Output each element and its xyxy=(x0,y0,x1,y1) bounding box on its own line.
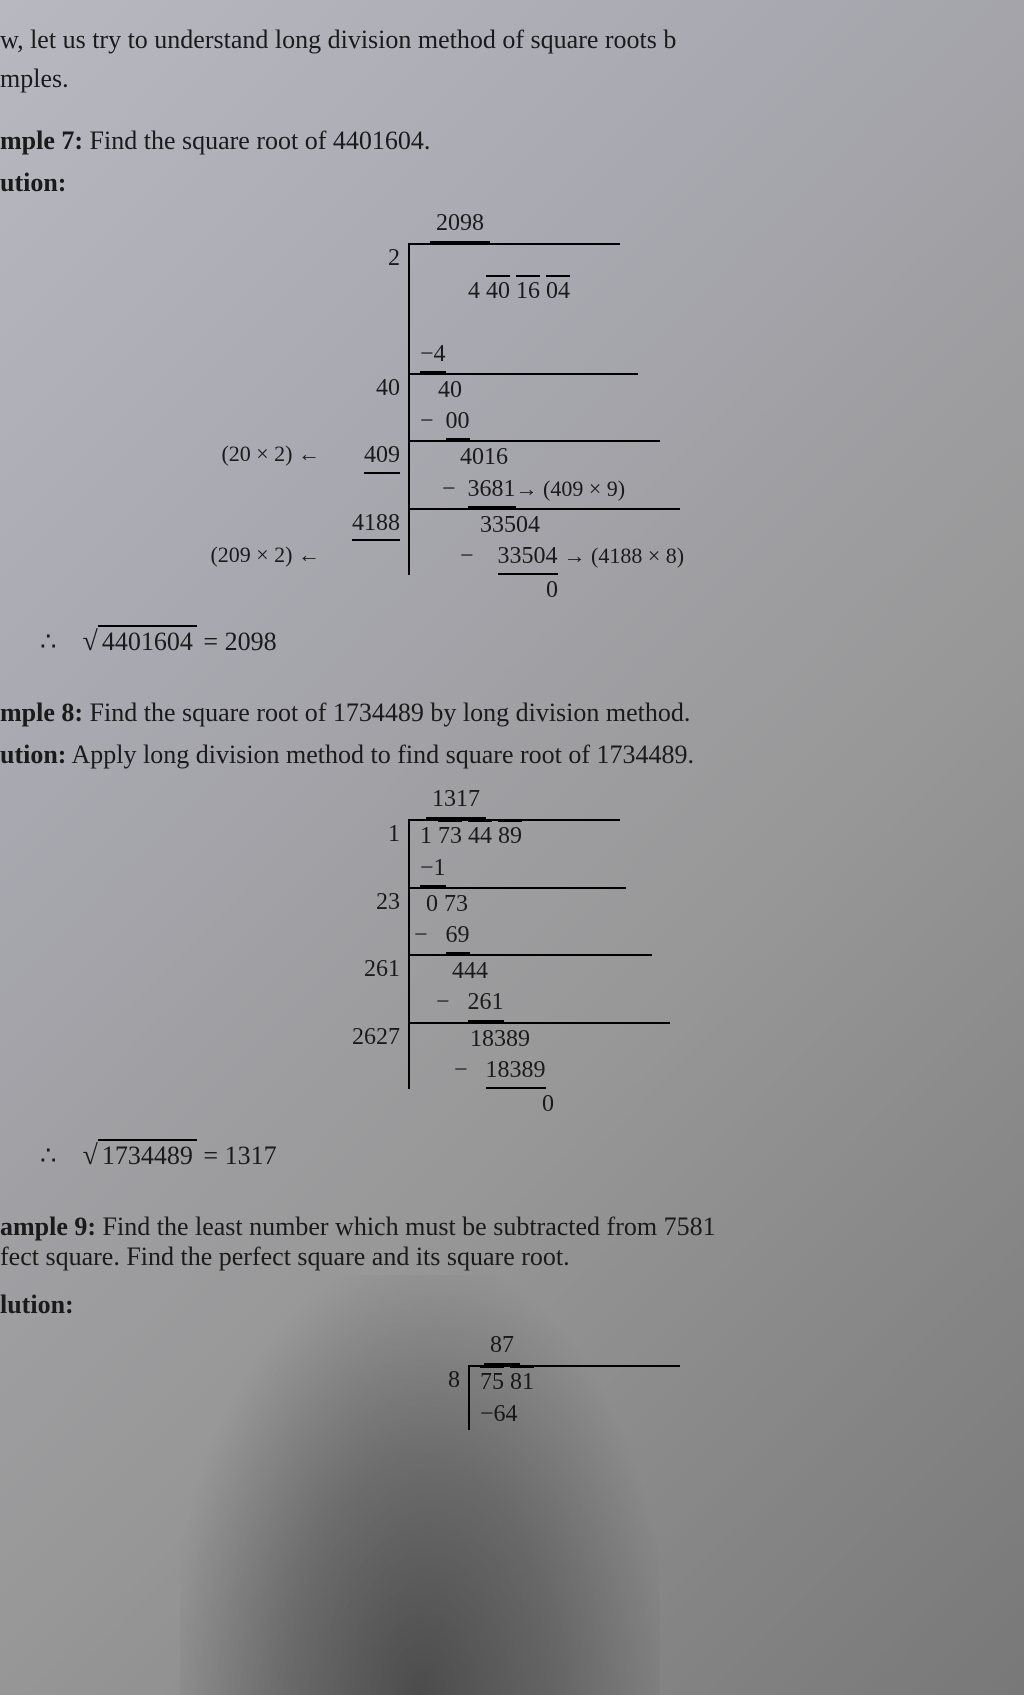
ex9-div1: 8 xyxy=(390,1365,468,1396)
ex7-sub1: −4 xyxy=(420,339,446,373)
ex9-title-text: Find the least number which must be subt… xyxy=(96,1212,716,1241)
ex7-rem: 0 xyxy=(546,577,558,603)
ex7-rad: 4 40 16 04 xyxy=(468,275,570,304)
ex7-sub2p: − xyxy=(420,408,446,434)
ex9-sub1: −64 xyxy=(480,1401,518,1427)
intro-text: w, let us try to understand long divisio… xyxy=(0,20,1014,98)
ex7-title-text: Find the square root of 4401604. xyxy=(83,126,430,155)
ex7-br3: 4016 xyxy=(460,444,508,470)
ex8-concl-eq: = 1317 xyxy=(197,1141,277,1170)
ex8-quotient: 1317 xyxy=(426,784,486,819)
example8-title: mple 8: Find the square root of 1734489 … xyxy=(0,698,1014,728)
ex8-concl-rad: 1734489 xyxy=(98,1139,197,1170)
ex8-sol-text: Apply long division method to find squar… xyxy=(66,740,694,769)
ex9-title-line2: fect square. Find the perfect square and… xyxy=(0,1242,570,1271)
ex8-sub2p: − xyxy=(414,922,446,948)
ex8-sub3p: − xyxy=(436,989,468,1015)
ex8-sub4: 18389 xyxy=(486,1055,546,1089)
ex7-longdivision: 2098 2 4 40 16 04 −4 40 40 − 00 (20 × 2) xyxy=(0,208,1014,606)
ex7-sub3: 3681 xyxy=(468,474,516,508)
ex8-title-text: Find the square root of 1734489 by long … xyxy=(83,698,690,727)
ex9-rad: 75 81 xyxy=(480,1366,534,1395)
ex7-sub3p: − xyxy=(442,476,468,502)
ex8-rem: 0 xyxy=(542,1091,554,1117)
ex7-div1: 2 xyxy=(330,243,408,274)
ex7-div3: 409 xyxy=(364,440,400,473)
ex8-therefore: ∴ xyxy=(40,1141,57,1170)
ex7-quotient: 2098 xyxy=(430,208,490,243)
intro-line1: w, let us try to understand long divisio… xyxy=(0,25,676,54)
ex7-solution-label: ution: xyxy=(0,168,1014,198)
ex8-div2: 23 xyxy=(330,887,408,918)
ex8-sub1: −1 xyxy=(420,853,446,887)
ex7-concl-eq: = 2098 xyxy=(197,627,277,656)
ex8-sub3: 261 xyxy=(468,987,504,1021)
ex8-solution-line: ution: Apply long division method to fin… xyxy=(0,740,1014,770)
ex8-prefix: mple 8: xyxy=(0,698,83,727)
ex7-br2: 40 xyxy=(438,377,462,403)
ex7-conclusion: ∴ √4401604 = 2098 xyxy=(40,626,1014,658)
ex8-sub4p: − xyxy=(454,1057,486,1083)
ex7-div2: 40 xyxy=(330,373,408,404)
ex7-ra4: → (4188 × 8) xyxy=(564,543,685,568)
ex7-sub4: 33504 xyxy=(498,541,558,575)
ex7-sub2: 00 xyxy=(446,406,470,440)
ex8-br3: 444 xyxy=(452,958,488,984)
ex8-conclusion: ∴ √1734489 = 1317 xyxy=(40,1140,1014,1172)
ex8-div1: 1 xyxy=(330,819,408,850)
ex9-prefix: ample 9: xyxy=(0,1212,96,1241)
ex7-sub4p: − xyxy=(460,543,498,569)
ex7-prefix: mple 7: xyxy=(0,126,83,155)
example9-title: ample 9: Find the least number which mus… xyxy=(0,1212,1014,1272)
ex7-therefore: ∴ xyxy=(40,627,57,656)
ex8-sub2: 69 xyxy=(446,920,470,954)
ex9-solution-label: lution: xyxy=(0,1290,1014,1320)
intro-line2: mples. xyxy=(0,64,69,93)
ex7-br4: 33504 xyxy=(480,512,540,538)
ex8-br2: 0 73 xyxy=(426,891,468,917)
ex8-sol-label: ution: xyxy=(0,740,66,769)
example7-title: mple 7: Find the square root of 4401604. xyxy=(0,126,1014,156)
ex7-ra3: → (409 × 9) xyxy=(516,476,626,501)
ex7-la3: (20 × 2) ← xyxy=(221,441,320,466)
ex8-div4: 2627 xyxy=(330,1022,408,1053)
ex9-longdivision: 87 8 75 81 −64 xyxy=(60,1330,1014,1430)
ex7-la4: (209 × 2) ← xyxy=(210,542,320,567)
ex8-br4: 18389 xyxy=(470,1026,530,1052)
ex7-concl-rad: 4401604 xyxy=(98,625,197,656)
ex8-div3: 261 xyxy=(330,954,408,985)
ex7-div4: 4188 xyxy=(352,508,400,541)
ex9-quotient: 87 xyxy=(484,1330,520,1365)
ex8-rad: 1 73 44 89 xyxy=(420,820,522,849)
ex8-longdivision: 1317 1 1 73 44 89 −1 23 0 73 − 69 261 44… xyxy=(0,784,1014,1120)
